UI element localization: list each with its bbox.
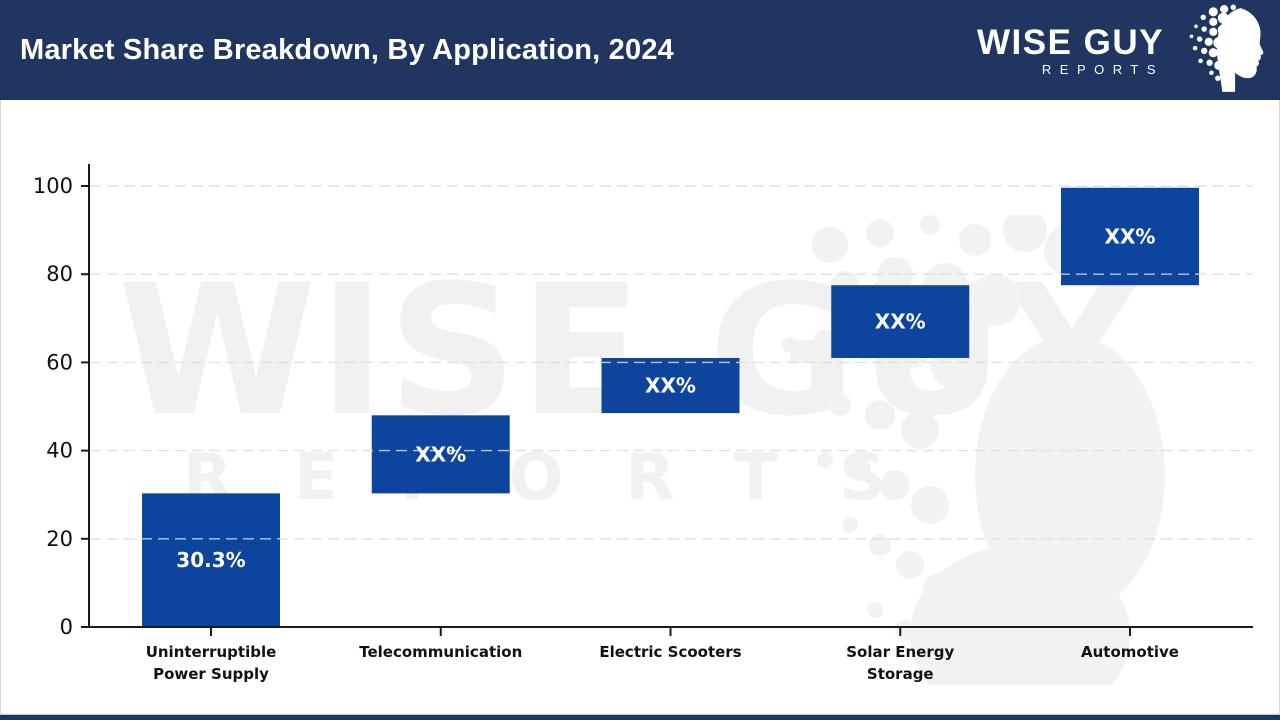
bar-label-electric-scooters: XX%: [645, 374, 696, 398]
brand-name: WISE GUY: [976, 22, 1164, 62]
bar-telecommunication: [371, 415, 510, 494]
y-tick-label-40: 40: [46, 439, 73, 463]
bar-label-solar-energy-storage: XX%: [875, 310, 926, 334]
brand-subname: REPORTS: [1041, 61, 1164, 77]
x-category-label-automotive: Automotive: [1081, 643, 1179, 661]
header-bar: Market Share Breakdown, By Application, …: [0, 0, 1280, 100]
y-tick-label-80: 80: [46, 262, 73, 286]
x-category-label-uninterruptible-power-supply: Uninterruptible Power Supply: [146, 643, 277, 683]
y-tick-label-20: 20: [46, 527, 73, 551]
x-category-label-telecommunication: Telecommunication: [359, 643, 522, 661]
logo-face-icon: [1189, 4, 1264, 92]
bar-label-uninterruptible-power-supply: 30.3%: [176, 548, 245, 572]
brand-logo-text: WISE GUY REPORTS: [977, 25, 1164, 76]
bar-label-telecommunication: XX%: [415, 442, 466, 466]
footer-bar: [0, 715, 1280, 720]
y-tick-label-60: 60: [46, 350, 73, 374]
y-tick-label-0: 0: [60, 615, 73, 639]
page-title: Market Share Breakdown, By Application, …: [20, 33, 674, 66]
x-category-label-solar-energy-storage: Solar Energy Storage: [846, 643, 954, 683]
bar-label-automotive: XX%: [1105, 224, 1156, 248]
y-tick-label-100: 100: [33, 174, 73, 198]
x-category-label-electric-scooters: Electric Scooters: [599, 643, 741, 661]
bar-electric-scooters: [601, 357, 740, 414]
brand-logo: WISE GUY REPORTS: [977, 4, 1266, 96]
bar-uninterruptible-power-supply: [142, 493, 280, 627]
